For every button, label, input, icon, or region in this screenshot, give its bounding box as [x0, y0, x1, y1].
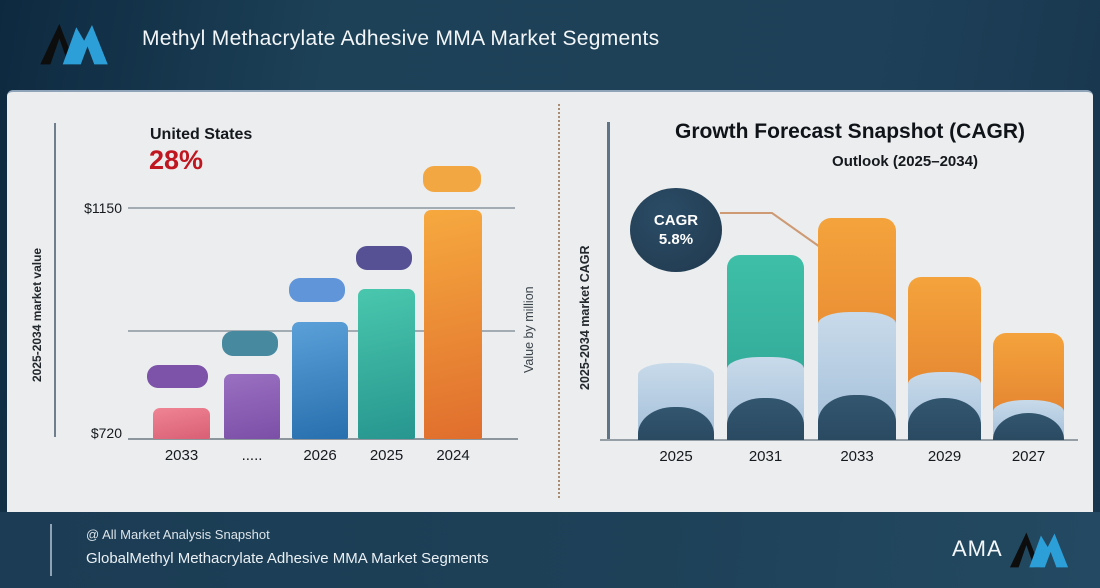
right-bar-2033-navy: [818, 395, 896, 440]
y-tick-1150: $1150: [84, 200, 122, 216]
right-x-label-2029: 2029: [927, 448, 962, 465]
right-x-label-2027: 2027: [1011, 448, 1046, 465]
left-x-label-2033: 2033: [164, 447, 199, 464]
left-bar-cap-2033: [147, 365, 208, 388]
left-bar-2025: [358, 289, 415, 439]
left-x-axis-line: [128, 438, 518, 440]
y-tick-720: $720: [90, 425, 122, 441]
cagr-badge-value: 5.8%: [658, 231, 694, 248]
page-title: Methyl Methacrylate Adhesive MMA Market …: [142, 27, 660, 50]
left-bar-2033: [153, 408, 210, 439]
footer-brand-text: AMA: [952, 536, 1003, 561]
left-x-label-2025: 2025: [369, 447, 404, 464]
right-chart-title: Growth Forecast Snapshot (CAGR): [674, 120, 1026, 143]
left-x-label-2024: 2024: [436, 447, 470, 464]
logo-blue-peak: [62, 25, 108, 65]
left-y-axis-title: 2025-2034 market value: [30, 247, 44, 383]
right-x-label-2025: 2025: [659, 448, 693, 465]
left-y-axis-line: [54, 123, 56, 437]
left-x-label-.....: .....: [241, 447, 263, 464]
cagr-badge-label: CAGR: [653, 212, 699, 229]
right-bar-2029-navy: [908, 398, 981, 440]
left-bar-cap-2025: [356, 246, 412, 270]
left-bar-cap-2024: [423, 166, 481, 192]
right-bar-2031-navy: [727, 398, 804, 440]
right-y-axis-title: 2025-2034 market CAGR: [578, 245, 592, 390]
right-y-axis-line: [607, 122, 610, 440]
right-chart-subtitle: Outlook (2025–2034): [832, 153, 978, 170]
footer-band: @ All Market Analysis Snapshot GlobalMet…: [0, 512, 1100, 588]
cagr-badge: CAGR 5.8%: [630, 188, 722, 272]
right-bar-2025-navy: [638, 407, 714, 440]
left-x-label-2026: 2026: [303, 447, 337, 464]
region-label: United States: [150, 126, 253, 143]
footer-report-title: GlobalMethyl Methacrylate Adhesive MMA M…: [86, 550, 489, 567]
header-band: Methyl Methacrylate Adhesive MMA Market …: [0, 0, 1100, 90]
left-bar-.....: [224, 374, 280, 439]
left-bar-cap-.....: [222, 331, 278, 356]
ama-logo-footer-icon: [1009, 532, 1069, 568]
left-bar-cap-2026: [289, 278, 345, 302]
left-bar-2024: [424, 210, 482, 439]
logo-black-peak: [40, 23, 76, 65]
right-stacked-bar-chart: 2025 2031 2033 2029 2027: [608, 150, 1078, 465]
left-bar-chart: 2033..... 2026 2025 2024: [130, 160, 515, 464]
right-x-label-2031: 2031: [748, 448, 783, 465]
highlight-percentage: 28%: [149, 145, 204, 175]
center-divider-line: [558, 104, 560, 498]
left-bar-2026: [292, 322, 348, 439]
right-x-label-2033: 2033: [840, 448, 874, 465]
value-unit-note: Value by million: [522, 286, 536, 374]
gridline-1150: [128, 207, 515, 209]
ama-logo-icon: [40, 23, 108, 65]
footer-divider: [50, 524, 52, 576]
footer-note: @ All Market Analysis Snapshot: [86, 527, 270, 542]
